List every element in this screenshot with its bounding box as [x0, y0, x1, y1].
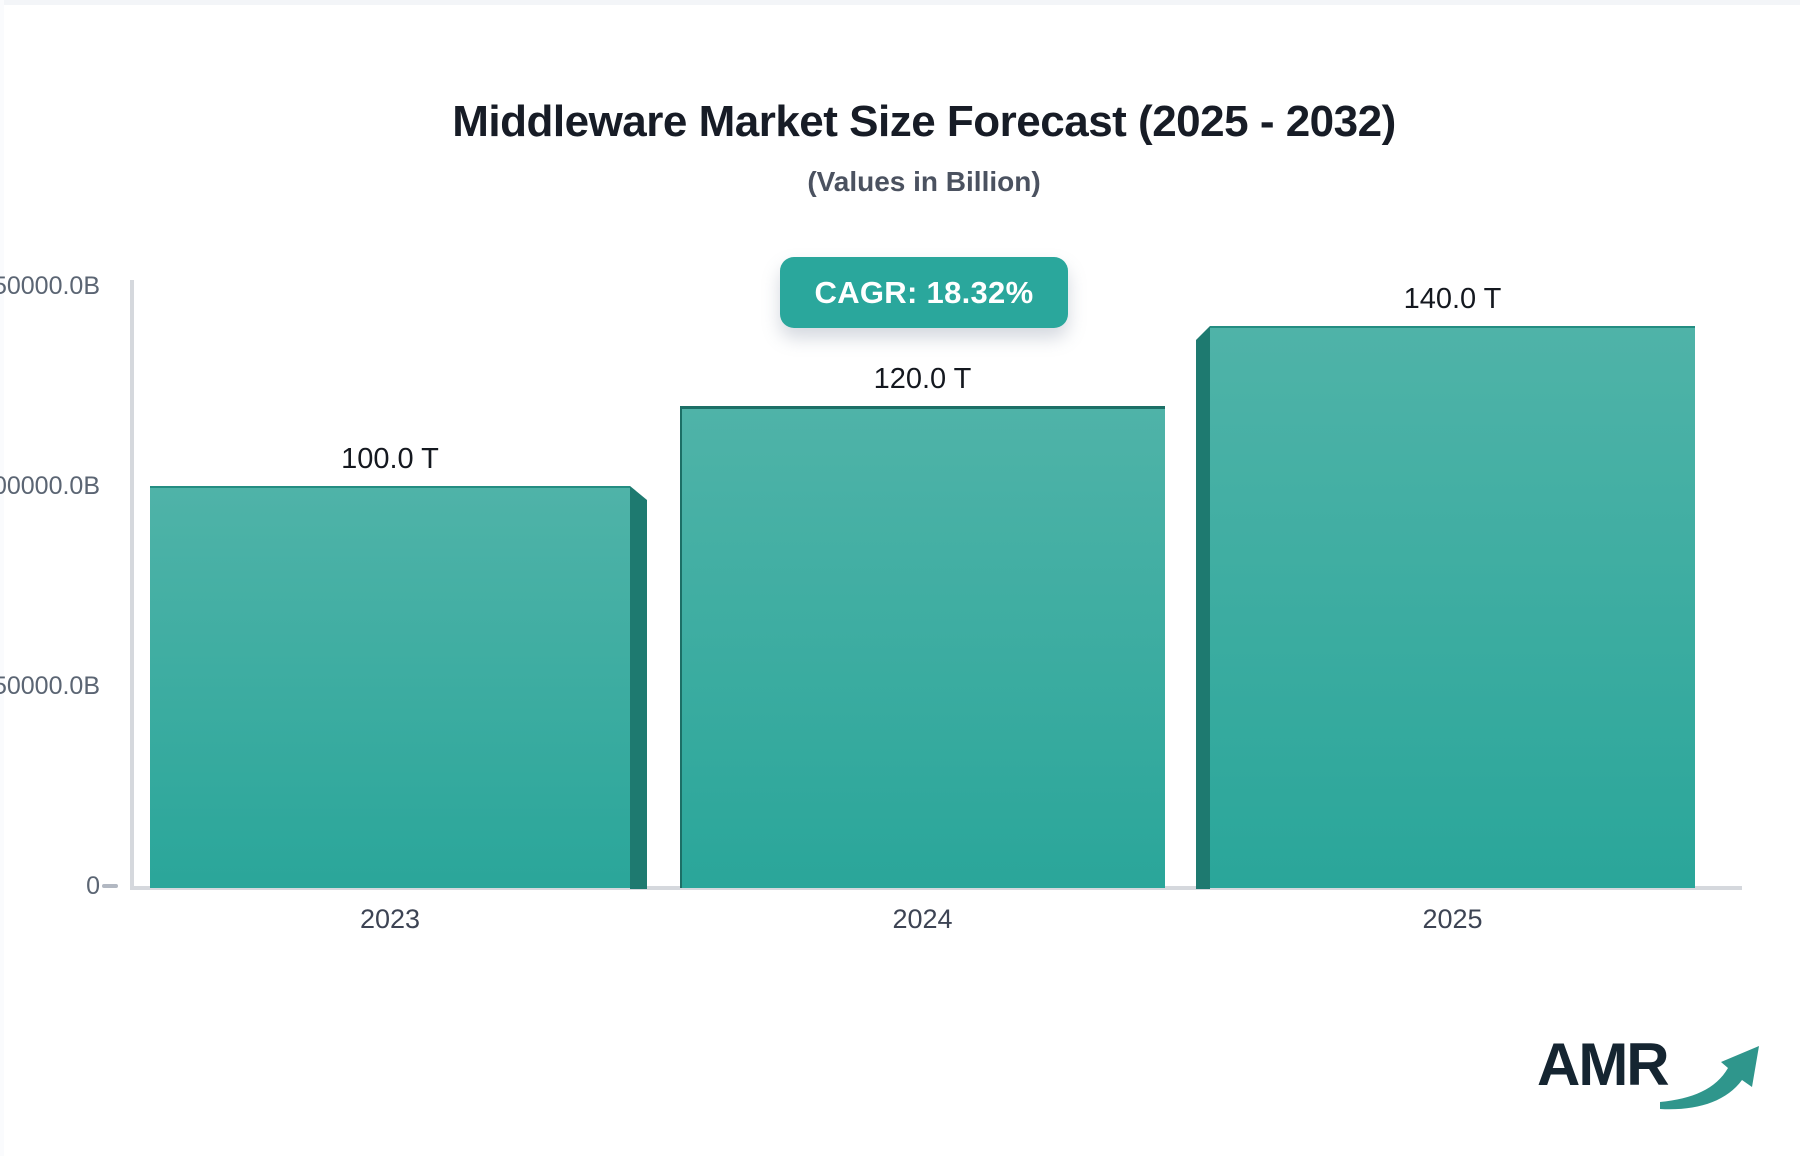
y-axis-line	[130, 280, 134, 890]
chart-header: Middleware Market Size Forecast (2025 - …	[24, 0, 1800, 198]
amr-logo-text: AMR	[1537, 1031, 1670, 1098]
bar-side-face	[1196, 326, 1210, 889]
y-tick-dash	[102, 884, 118, 888]
bar-side-face	[630, 486, 647, 889]
amr-logo: AMR	[1537, 1033, 1766, 1111]
chart-title: Middleware Market Size Forecast (2025 - …	[452, 97, 1396, 146]
y-tick-label: 150000.0B	[0, 272, 100, 300]
bar-2024	[680, 406, 1165, 888]
growth-arrow-icon	[1659, 1046, 1759, 1110]
x-axis-label: 2025	[1422, 904, 1483, 934]
x-axis-label: 2024	[892, 904, 953, 934]
bar-2023	[150, 486, 630, 888]
x-axis-line	[130, 886, 1742, 890]
page-left-border	[0, 0, 4, 1156]
y-tick-label: 100000.0B	[0, 472, 100, 500]
bar-2025	[1210, 326, 1695, 888]
bar-value-label: 140.0 T	[1403, 283, 1502, 315]
cagr-badge-label: CAGR: 18.32%	[814, 274, 1034, 310]
page-top-border	[0, 0, 1800, 5]
bar-value-label: 100.0 T	[341, 443, 439, 475]
y-tick-label: 50000.0B	[0, 672, 100, 700]
x-axis-label: 2023	[359, 904, 421, 934]
bar-value-label: 120.0 T	[873, 363, 972, 395]
chart-subtitle: (Values in Billion)	[807, 166, 1041, 197]
y-tick-label: 0	[86, 872, 100, 900]
cagr-badge: CAGR: 18.32%	[780, 257, 1068, 328]
